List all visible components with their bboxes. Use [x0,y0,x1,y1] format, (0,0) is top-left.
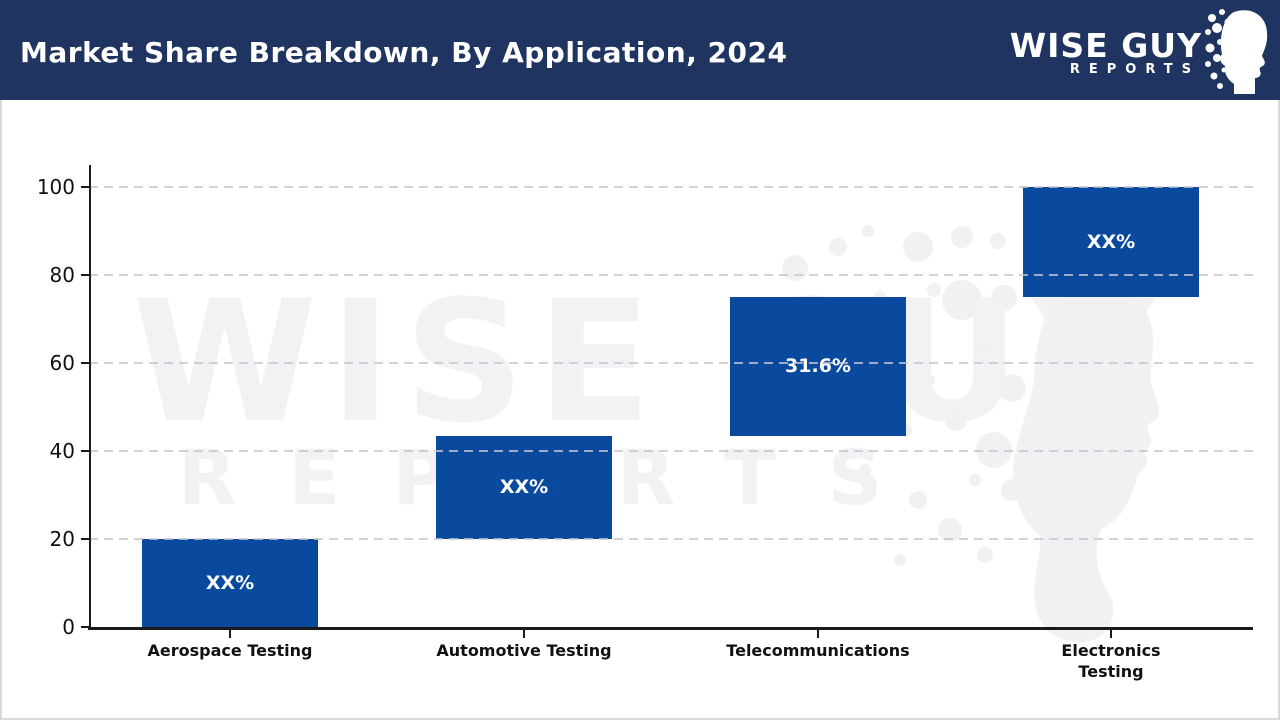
logo-subtext: REPORTS [1069,62,1200,77]
y-tick-mark [81,186,89,188]
gridline-y-40 [89,450,1253,452]
gridline-y-80 [89,274,1253,276]
bar-value-label: XX% [205,572,255,594]
y-tick-label: 100 [36,175,75,199]
bar-telecommunications: 31.6% [730,296,906,436]
x-axis-line [88,627,1253,630]
gridline-y-60 [89,362,1253,364]
y-tick-mark [81,362,89,364]
y-tick-label: 20 [49,527,75,551]
gridline-y-20 [89,538,1253,540]
bar-value-label: XX% [1086,230,1136,253]
x-category-label: Automotive Testing [436,641,612,660]
y-tick-mark [81,274,89,276]
chart-title: Market Share Breakdown, By Application, … [20,36,788,69]
bar-value-label: 31.6% [785,355,851,378]
y-tick-label: 80 [49,263,75,287]
y-tick-mark [81,450,89,452]
bar-value-label: XX% [499,476,549,499]
bar-automotive-testing: XX% [436,435,612,539]
header-banner: Market Share Breakdown, By Application, … [0,0,1280,100]
y-tick-label: 40 [49,439,75,463]
x-tick-mark [1110,630,1112,638]
bar-aerospace-testing: XX% [142,539,318,627]
gridline-y-100 [89,186,1253,188]
x-category-label: Telecommunications [726,641,910,660]
x-category-label: Electronics Testing [1061,641,1161,681]
x-category-label: Aerospace Testing [147,641,313,660]
bar-electronics-testing: XX% [1023,187,1199,297]
y-tick-label: 0 [62,615,75,639]
y-axis-line [89,165,91,630]
x-tick-mark [817,630,819,638]
x-tick-mark [523,630,525,638]
y-tick-label: 60 [49,351,75,375]
wiseguy-face-icon [1205,9,1268,94]
logo-wordmark: WISE GUY [1009,26,1202,65]
y-tick-mark [81,538,89,540]
y-tick-mark [81,626,89,628]
x-tick-mark [229,630,231,638]
wiseguy-logo: WISE GUY REPORTS [1010,4,1272,96]
